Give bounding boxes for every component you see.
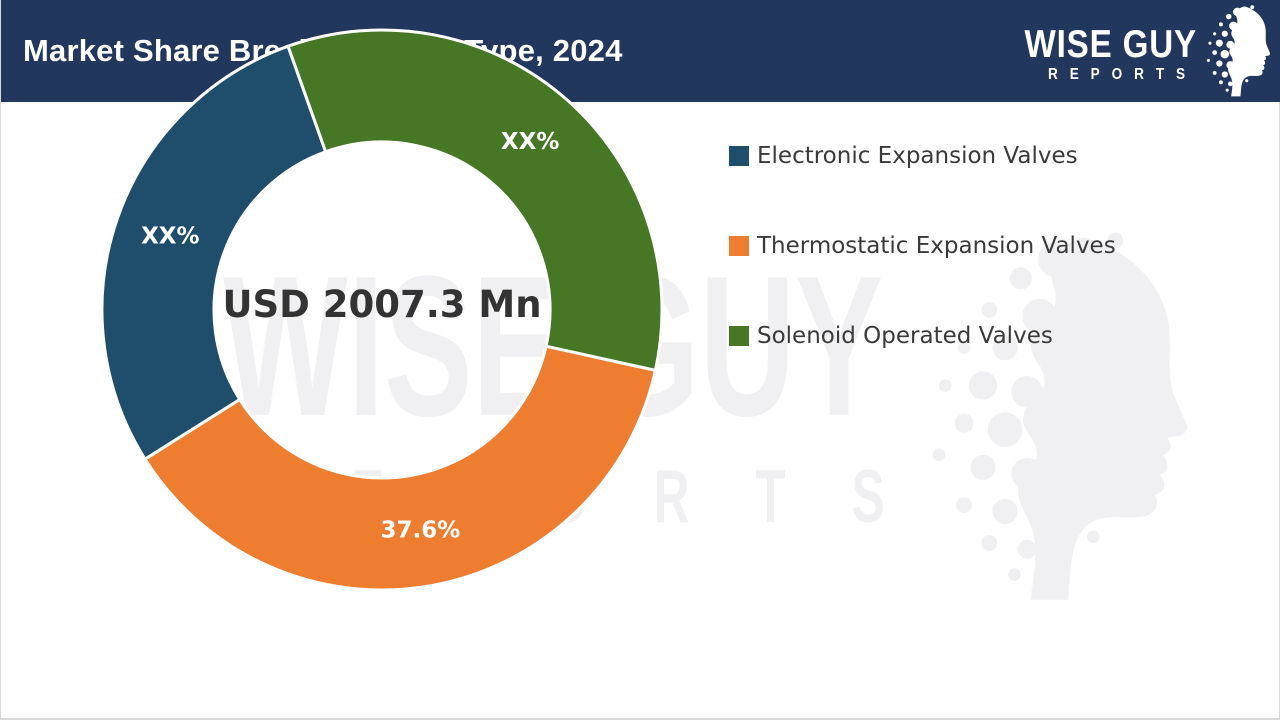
donut-chart: XX% 37.6% XX%	[100, 28, 664, 592]
legend-swatch	[729, 236, 749, 256]
legend-label: Thermostatic Expansion Valves	[757, 233, 1116, 259]
logo-subtitle: REPORTS	[1047, 65, 1197, 83]
chart-legend: Electronic Expansion Valves Thermostatic…	[729, 142, 1116, 350]
legend-item: Solenoid Operated Valves	[729, 322, 1116, 350]
legend-label: Solenoid Operated Valves	[757, 323, 1053, 349]
legend-swatch	[729, 146, 749, 166]
wiseguy-logo: WISE GUY REPORTS	[994, 4, 1271, 98]
wiseguy-head-icon	[1199, 4, 1271, 98]
logo-wordmark-block: WISE GUY REPORTS	[1024, 22, 1197, 84]
slice-label: XX%	[141, 224, 200, 250]
logo-wordmark: WISE GUY	[1024, 22, 1197, 66]
slice-label: 37.6%	[381, 518, 461, 544]
donut-slice	[143, 344, 657, 592]
donut-slice	[286, 28, 664, 372]
slice-label: XX%	[501, 129, 560, 155]
chart-center-value: USD 2007.3 Mn	[222, 283, 542, 326]
legend-label: Electronic Expansion Valves	[757, 143, 1078, 169]
legend-swatch	[729, 326, 749, 346]
donut-slice	[100, 44, 328, 461]
legend-item: Electronic Expansion Valves	[729, 142, 1116, 170]
legend-item: Thermostatic Expansion Valves	[729, 232, 1116, 260]
